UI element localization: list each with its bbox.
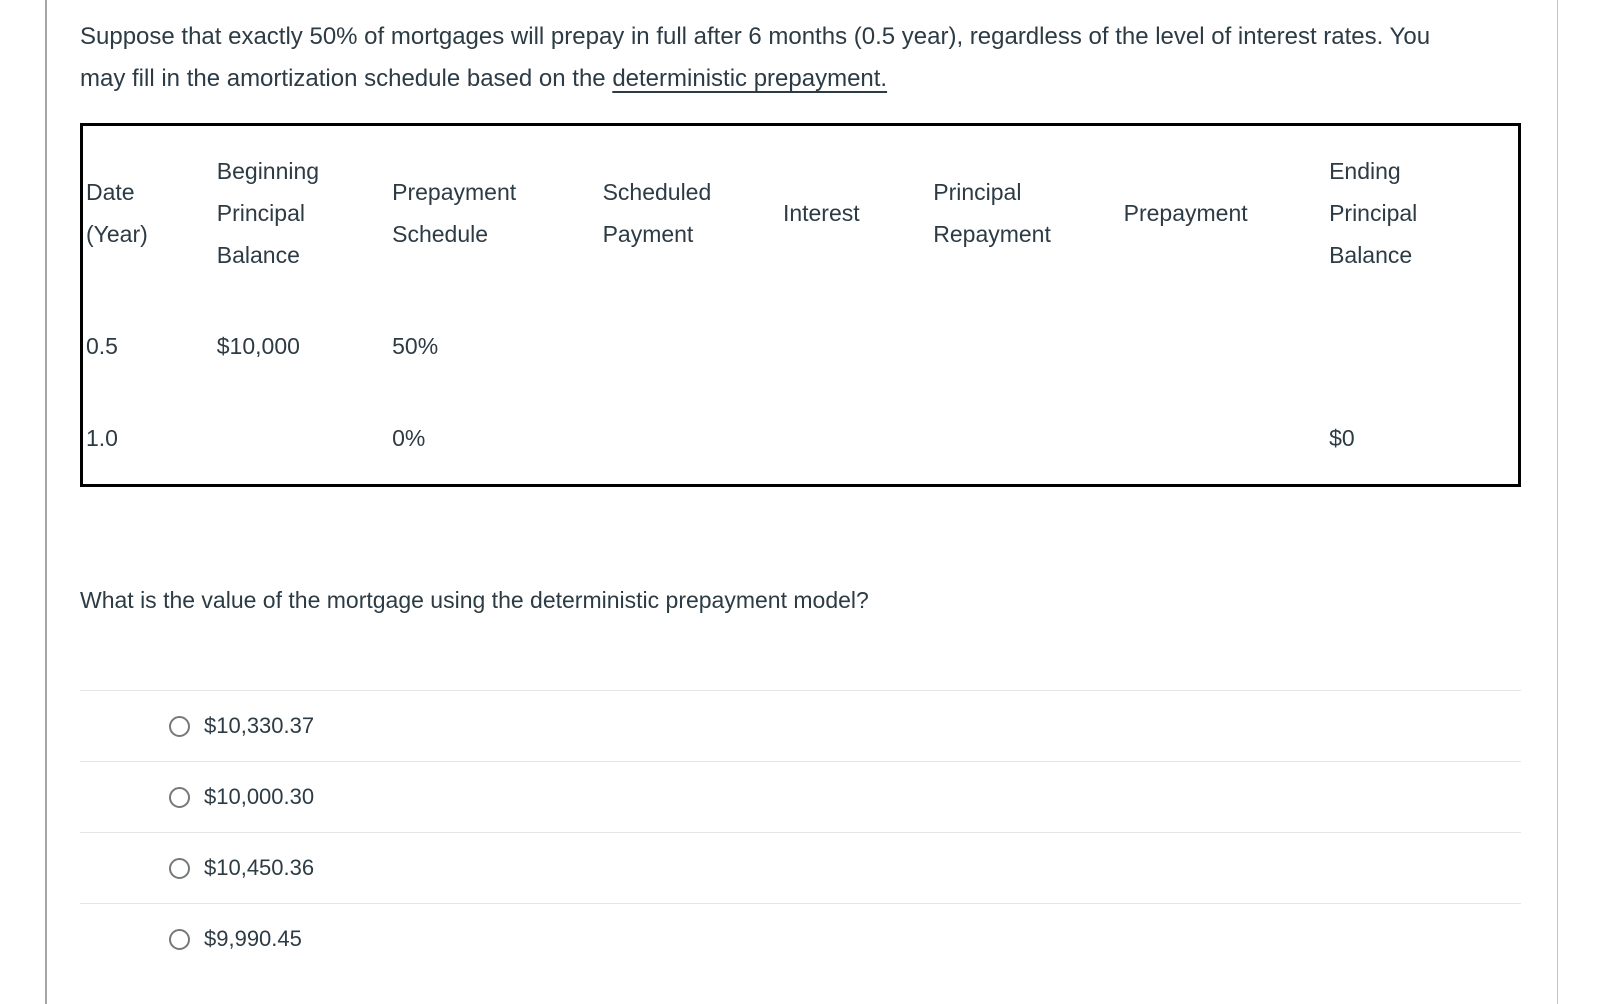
cell-principal-repayment — [928, 392, 1118, 486]
header-interest: Interest — [782, 199, 860, 226]
question-intro-text: Suppose that exactly 50% of mortgages wi… — [80, 23, 1431, 92]
question-prompt: What is the value of the mortgage using … — [80, 587, 869, 613]
answer-option-3[interactable]: $10,450.36 — [80, 832, 1521, 903]
header-ending-principal-balance: Ending Principal Balance — [1329, 157, 1418, 268]
cell-principal-repayment — [928, 300, 1118, 392]
answer-label[interactable]: $10,000.30 — [204, 784, 315, 809]
answer-option-4[interactable]: $9,990.45 — [80, 903, 1521, 974]
amortization-table: Date (Year) Beginning Principal Balance … — [80, 123, 1521, 487]
cell-scheduled-payment — [598, 300, 778, 392]
answer-option-2[interactable]: $10,000.30 — [80, 761, 1521, 832]
answer-label[interactable]: $9,990.45 — [204, 926, 302, 951]
header-prepayment: Prepayment — [1123, 199, 1248, 226]
header-date-year: Date (Year) — [86, 178, 148, 247]
answer-option-1[interactable]: $10,330.37 — [80, 690, 1521, 761]
answer-label[interactable]: $10,450.36 — [204, 855, 315, 880]
cell-prepayment — [1119, 300, 1324, 392]
answer-label[interactable]: $10,330.37 — [204, 713, 315, 738]
header-principal-repayment: Principal Repayment — [933, 178, 1051, 247]
header-prepayment-schedule: Prepayment Schedule — [392, 178, 517, 247]
cell-prepayment-schedule: 0% — [392, 424, 426, 451]
cell-ending-balance — [1324, 300, 1519, 392]
radio-button[interactable] — [169, 857, 190, 879]
radio-button[interactable] — [169, 715, 190, 737]
table-row: 1.0 0% $0 — [82, 392, 1520, 486]
table-row: 0.5 $10,000 50% — [82, 300, 1520, 392]
cell-beginning-balance — [212, 392, 387, 486]
question-intro: Suppose that exactly 50% of mortgages wi… — [80, 16, 1450, 100]
radio-button[interactable] — [169, 928, 190, 950]
cell-date: 0.5 — [86, 332, 118, 359]
cell-scheduled-payment — [598, 392, 778, 486]
question-panel-right-border — [1557, 0, 1558, 1004]
cell-prepayment-schedule: 50% — [392, 332, 439, 359]
header-scheduled-payment: Scheduled Payment — [602, 178, 712, 247]
cell-interest — [778, 300, 928, 392]
header-beginning-principal-balance: Beginning Principal Balance — [216, 157, 320, 268]
underlined-term: deterministic prepayment. — [612, 65, 888, 92]
radio-button[interactable] — [169, 786, 190, 808]
cell-date: 1.0 — [86, 424, 118, 451]
answer-options-list: $10,330.37 $10,000.30 $10,450.36 $9,990.… — [80, 690, 1521, 974]
table-header-row: Date (Year) Beginning Principal Balance … — [82, 125, 1520, 300]
cell-ending-balance: $0 — [1329, 424, 1355, 451]
cell-interest — [778, 392, 928, 486]
question-panel-left-border — [45, 0, 47, 1004]
cell-beginning-balance: $10,000 — [216, 332, 300, 359]
cell-prepayment — [1119, 392, 1324, 486]
